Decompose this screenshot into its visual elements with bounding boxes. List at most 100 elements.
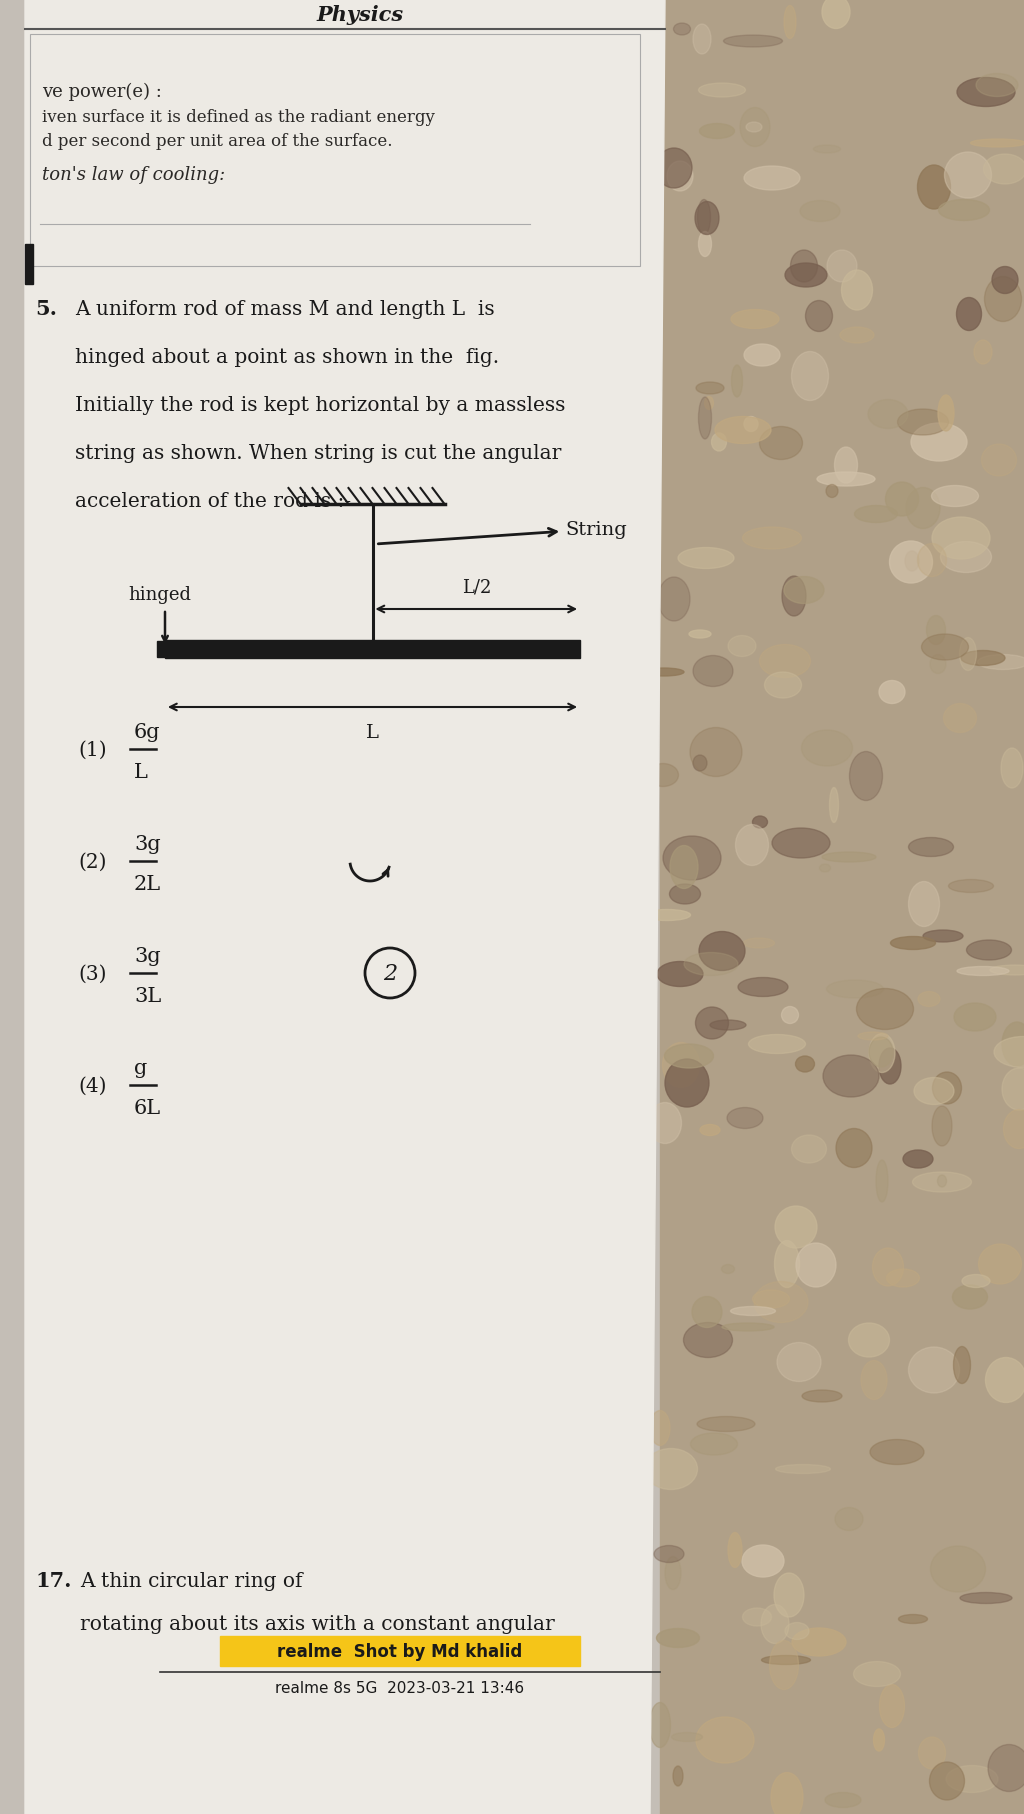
Bar xyxy=(0,0,660,1814)
Ellipse shape xyxy=(785,1622,809,1640)
Text: d per second per unit area of the surface.: d per second per unit area of the surfac… xyxy=(42,132,392,151)
Ellipse shape xyxy=(678,548,734,570)
Ellipse shape xyxy=(822,0,850,29)
Ellipse shape xyxy=(961,651,1005,666)
Ellipse shape xyxy=(753,1290,790,1308)
Ellipse shape xyxy=(967,940,1012,960)
Ellipse shape xyxy=(957,78,1015,107)
Ellipse shape xyxy=(992,267,1018,294)
Ellipse shape xyxy=(742,1609,771,1625)
Text: A thin circular ring of: A thin circular ring of xyxy=(80,1571,302,1591)
Ellipse shape xyxy=(743,938,774,949)
Ellipse shape xyxy=(723,1350,817,1393)
Ellipse shape xyxy=(777,1342,821,1382)
Ellipse shape xyxy=(663,1043,699,1088)
Ellipse shape xyxy=(876,1161,888,1203)
Ellipse shape xyxy=(939,200,989,221)
Ellipse shape xyxy=(905,551,919,571)
Text: L: L xyxy=(366,724,379,742)
Ellipse shape xyxy=(792,352,828,401)
Bar xyxy=(165,640,580,658)
Text: String: String xyxy=(378,521,627,544)
Ellipse shape xyxy=(650,1411,670,1446)
Text: (3): (3) xyxy=(78,963,106,983)
Ellipse shape xyxy=(806,301,833,332)
Ellipse shape xyxy=(940,542,991,573)
Ellipse shape xyxy=(946,1765,998,1792)
Ellipse shape xyxy=(944,152,991,200)
Bar xyxy=(157,642,173,658)
Ellipse shape xyxy=(644,669,684,677)
Ellipse shape xyxy=(663,836,721,880)
Ellipse shape xyxy=(658,577,690,622)
Ellipse shape xyxy=(1002,1023,1024,1067)
Ellipse shape xyxy=(981,444,1017,477)
Ellipse shape xyxy=(930,1761,965,1799)
Ellipse shape xyxy=(826,484,838,499)
Bar xyxy=(660,0,1024,1814)
Ellipse shape xyxy=(984,278,1022,323)
Ellipse shape xyxy=(854,506,897,522)
Ellipse shape xyxy=(698,83,745,98)
Ellipse shape xyxy=(914,1078,954,1105)
Ellipse shape xyxy=(944,18,1024,45)
Ellipse shape xyxy=(829,787,839,824)
Ellipse shape xyxy=(827,250,857,283)
Bar xyxy=(25,245,33,285)
Text: 6g: 6g xyxy=(134,722,161,742)
Ellipse shape xyxy=(735,825,768,865)
Ellipse shape xyxy=(869,1038,893,1067)
Ellipse shape xyxy=(879,553,911,622)
Ellipse shape xyxy=(731,776,785,813)
Ellipse shape xyxy=(922,635,969,660)
Ellipse shape xyxy=(903,1150,933,1168)
Ellipse shape xyxy=(667,553,745,653)
Ellipse shape xyxy=(699,932,745,970)
Text: iven surface it is defined as the radiant energy: iven surface it is defined as the radian… xyxy=(42,109,435,125)
Ellipse shape xyxy=(990,965,1024,976)
Ellipse shape xyxy=(643,911,690,922)
Text: 3g: 3g xyxy=(134,945,161,965)
Ellipse shape xyxy=(796,1056,814,1072)
Ellipse shape xyxy=(800,1638,902,1683)
Ellipse shape xyxy=(784,577,824,604)
Text: (1): (1) xyxy=(78,740,106,758)
Ellipse shape xyxy=(695,203,719,236)
Ellipse shape xyxy=(918,1464,1024,1547)
Ellipse shape xyxy=(879,1048,901,1085)
Text: hinged: hinged xyxy=(128,586,191,604)
Ellipse shape xyxy=(994,1038,1024,1068)
Ellipse shape xyxy=(679,682,716,756)
Ellipse shape xyxy=(754,1282,808,1322)
Ellipse shape xyxy=(823,1056,879,1097)
Ellipse shape xyxy=(861,1360,887,1400)
Ellipse shape xyxy=(712,434,726,452)
Ellipse shape xyxy=(656,149,692,189)
Text: realme 8s 5G  2023-03-21 13:46: realme 8s 5G 2023-03-21 13:46 xyxy=(275,1680,524,1696)
Ellipse shape xyxy=(771,1281,857,1370)
Ellipse shape xyxy=(954,1003,996,1032)
Ellipse shape xyxy=(740,109,770,147)
Ellipse shape xyxy=(938,1175,946,1188)
Text: rotating about its axis with a constant angular: rotating about its axis with a constant … xyxy=(80,1614,555,1633)
Ellipse shape xyxy=(695,1007,728,1039)
Ellipse shape xyxy=(908,838,953,856)
Ellipse shape xyxy=(873,1729,885,1751)
Ellipse shape xyxy=(906,488,940,530)
Text: 6L: 6L xyxy=(134,1097,161,1117)
Text: ton's law of cooling:: ton's law of cooling: xyxy=(42,165,225,183)
Ellipse shape xyxy=(869,1034,895,1072)
Ellipse shape xyxy=(765,673,802,698)
Ellipse shape xyxy=(1004,1110,1024,1148)
Ellipse shape xyxy=(744,167,800,190)
Ellipse shape xyxy=(698,397,712,439)
Ellipse shape xyxy=(868,401,908,430)
Ellipse shape xyxy=(802,731,853,767)
Ellipse shape xyxy=(689,631,711,639)
Ellipse shape xyxy=(761,1605,790,1643)
Ellipse shape xyxy=(813,145,841,154)
Ellipse shape xyxy=(772,829,830,858)
Ellipse shape xyxy=(698,232,712,258)
Ellipse shape xyxy=(957,967,1009,976)
Text: (2): (2) xyxy=(78,853,106,871)
